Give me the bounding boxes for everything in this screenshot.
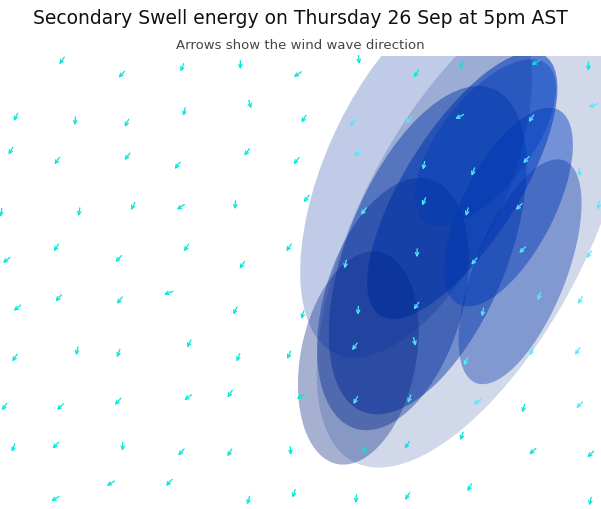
Ellipse shape — [298, 252, 419, 465]
Ellipse shape — [317, 0, 601, 468]
Text: Secondary Swell energy on Thursday 26 Sep at 5pm AST: Secondary Swell energy on Thursday 26 Se… — [33, 9, 568, 27]
Text: Arrows show the wind wave direction: Arrows show the wind wave direction — [176, 39, 425, 52]
Ellipse shape — [317, 179, 469, 431]
Ellipse shape — [300, 0, 532, 358]
Ellipse shape — [367, 53, 558, 319]
Ellipse shape — [459, 160, 582, 384]
Ellipse shape — [415, 60, 556, 226]
Ellipse shape — [329, 87, 526, 414]
Ellipse shape — [444, 108, 573, 307]
